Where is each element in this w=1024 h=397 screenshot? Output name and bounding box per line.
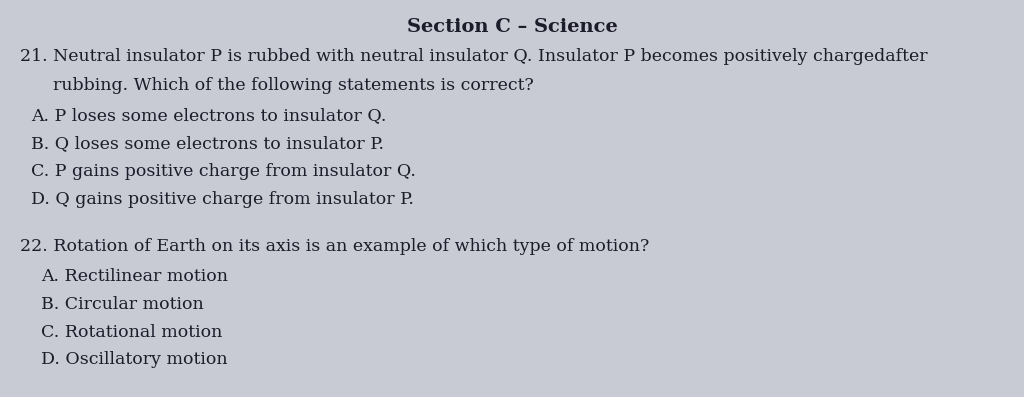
Text: A. P loses some electrons to insulator Q.: A. P loses some electrons to insulator Q… [31, 107, 386, 124]
Text: D. Oscillatory motion: D. Oscillatory motion [41, 351, 227, 368]
Text: B. Circular motion: B. Circular motion [41, 296, 204, 313]
Text: A. Rectilinear motion: A. Rectilinear motion [41, 268, 228, 285]
Text: B. Q loses some electrons to insulator P.: B. Q loses some electrons to insulator P… [31, 135, 384, 152]
Text: C. P gains positive charge from insulator Q.: C. P gains positive charge from insulato… [31, 163, 416, 180]
Text: 22. Rotation of Earth on its axis is an example of which type of motion?: 22. Rotation of Earth on its axis is an … [20, 238, 650, 255]
Text: C. Rotational motion: C. Rotational motion [41, 324, 222, 341]
Text: D. Q gains positive charge from insulator P.: D. Q gains positive charge from insulato… [31, 191, 414, 208]
Text: Section C – Science: Section C – Science [407, 18, 617, 36]
Text: rubbing. Which of the following statements is correct?: rubbing. Which of the following statemen… [20, 77, 535, 94]
Text: 21. Neutral insulator P is rubbed with neutral insulator Q. Insulator P becomes : 21. Neutral insulator P is rubbed with n… [20, 48, 928, 65]
